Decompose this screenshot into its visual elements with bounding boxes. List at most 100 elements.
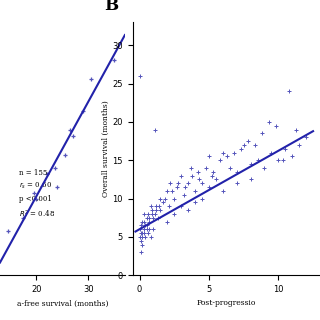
Point: [234, 169, 239, 174]
Point: [141, 219, 146, 224]
Point: [252, 142, 257, 148]
X-axis label: Post-progressio: Post-progressio: [197, 300, 256, 308]
Point: [158, 196, 163, 201]
Point: [44, 172, 49, 177]
Point: [154, 204, 159, 209]
Point: [144, 215, 149, 220]
Point: [266, 119, 271, 124]
Point: [139, 230, 144, 236]
Point: [269, 150, 274, 155]
Point: [273, 123, 278, 128]
Point: [21, 216, 26, 221]
Point: [248, 177, 253, 182]
Point: [112, 58, 117, 63]
Point: [234, 181, 239, 186]
Point: [241, 142, 246, 148]
Point: [147, 227, 152, 232]
Point: [179, 173, 184, 178]
Point: [238, 146, 244, 151]
Point: [140, 242, 145, 247]
Point: [297, 142, 302, 148]
Point: [143, 234, 148, 239]
Point: [149, 208, 155, 213]
Point: [262, 165, 267, 171]
Point: [151, 215, 156, 220]
Point: [172, 211, 177, 216]
Point: [34, 197, 39, 202]
Point: [195, 169, 200, 174]
Point: [137, 234, 142, 239]
Point: [181, 192, 187, 197]
Point: [55, 184, 60, 189]
Point: [209, 173, 214, 178]
Point: [213, 177, 219, 182]
Point: [154, 208, 159, 213]
Point: [52, 165, 57, 170]
Point: [152, 127, 157, 132]
Point: [68, 127, 73, 132]
Point: [231, 150, 236, 155]
Point: [176, 181, 181, 186]
Point: [276, 158, 281, 163]
Point: [220, 150, 225, 155]
Point: [165, 188, 170, 194]
Point: [141, 227, 146, 232]
X-axis label: a-free survival (months): a-free survival (months): [17, 300, 108, 308]
Point: [172, 196, 177, 201]
Text: B: B: [105, 0, 119, 14]
Point: [155, 215, 160, 220]
Point: [139, 238, 144, 243]
Point: [137, 227, 142, 232]
Point: [290, 154, 295, 159]
Point: [206, 185, 212, 190]
Point: [183, 185, 188, 190]
Point: [188, 165, 194, 171]
Point: [147, 219, 152, 224]
Point: [151, 227, 156, 232]
Point: [139, 250, 144, 255]
Point: [89, 77, 94, 82]
Point: [161, 200, 166, 205]
Point: [141, 211, 146, 216]
Point: [280, 158, 285, 163]
Point: [145, 211, 150, 216]
Point: [304, 135, 309, 140]
Point: [140, 234, 145, 239]
Point: [143, 223, 148, 228]
Point: [31, 190, 36, 196]
Point: [190, 173, 195, 178]
Point: [211, 169, 216, 174]
Point: [179, 204, 184, 209]
Point: [62, 153, 68, 158]
Point: [148, 234, 153, 239]
Point: [199, 181, 204, 186]
Point: [220, 188, 225, 194]
Point: [255, 158, 260, 163]
Point: [193, 200, 198, 205]
Point: [283, 146, 288, 151]
Point: [218, 158, 223, 163]
Point: [259, 131, 264, 136]
Point: [149, 211, 155, 216]
Point: [197, 177, 202, 182]
Point: [245, 139, 251, 144]
Point: [169, 188, 174, 194]
Point: [224, 154, 229, 159]
Point: [204, 165, 209, 171]
Point: [5, 228, 10, 234]
Point: [166, 204, 171, 209]
Point: [147, 215, 152, 220]
Point: [70, 134, 76, 139]
Point: [81, 108, 86, 114]
Point: [287, 89, 292, 94]
Point: [199, 196, 204, 201]
Point: [294, 127, 299, 132]
Y-axis label: Overall survival (months): Overall survival (months): [101, 100, 109, 197]
Point: [137, 74, 142, 79]
Point: [193, 188, 198, 194]
Point: [152, 211, 157, 216]
Point: [165, 219, 170, 224]
Point: [174, 185, 180, 190]
Point: [186, 208, 191, 213]
Point: [156, 204, 162, 209]
